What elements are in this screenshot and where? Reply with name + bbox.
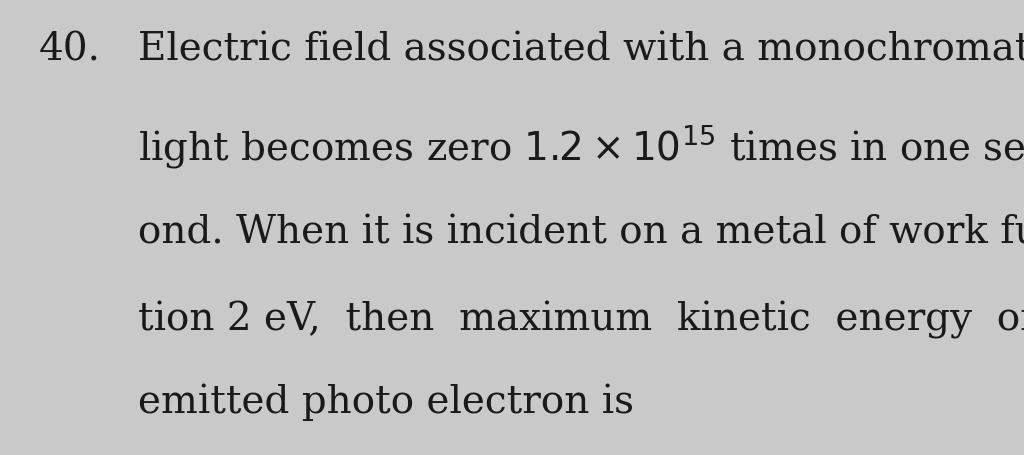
Text: tion 2 eV,  then  maximum  kinetic  energy  of: tion 2 eV, then maximum kinetic energy o… <box>138 300 1024 338</box>
Text: ond. When it is incident on a metal of work func-: ond. When it is incident on a metal of w… <box>138 214 1024 251</box>
Text: light becomes zero $1.2\times10^{15}$ times in one sec-: light becomes zero $1.2\times10^{15}$ ti… <box>138 123 1024 170</box>
Text: Electric field associated with a monochromatic: Electric field associated with a monochr… <box>138 32 1024 69</box>
Text: 40.: 40. <box>39 32 100 69</box>
Text: emitted photo electron is: emitted photo electron is <box>138 382 634 420</box>
